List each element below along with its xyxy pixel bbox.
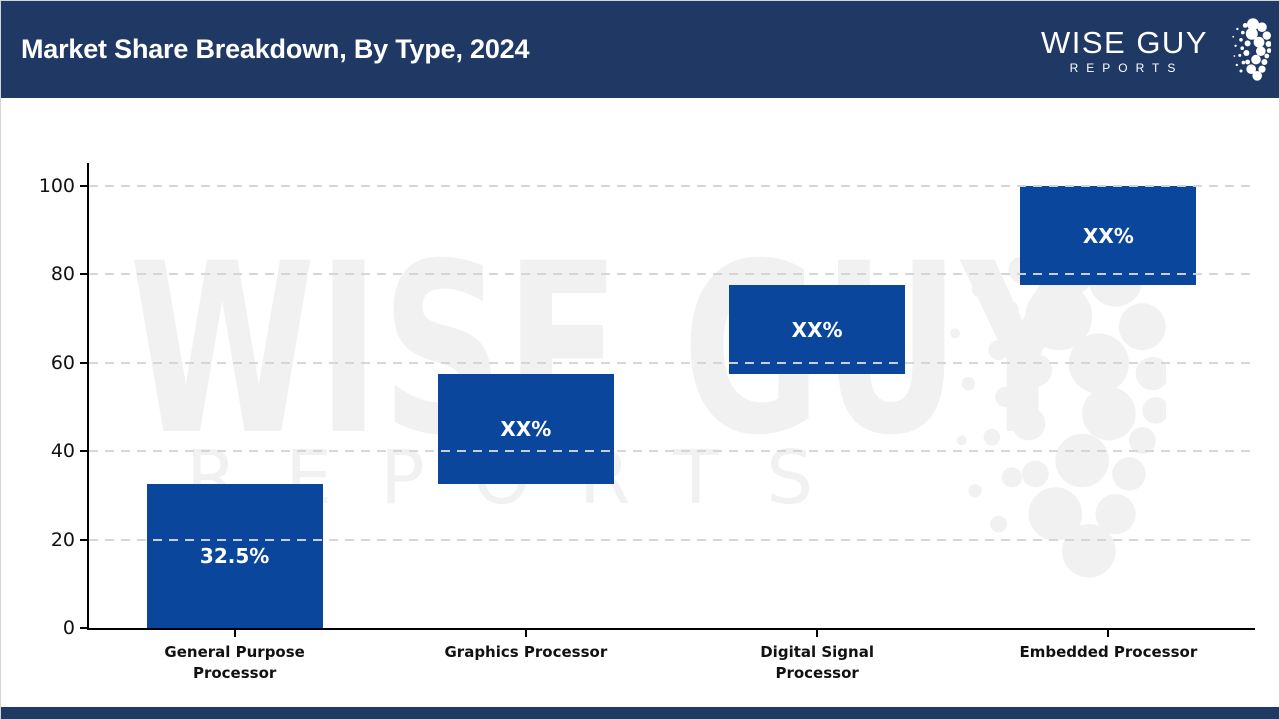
y-tick-mark: [80, 185, 88, 187]
waterfall-bar: XX%: [1020, 186, 1197, 286]
y-tick-mark: [80, 450, 88, 453]
gridline: [89, 185, 1254, 187]
waterfall-bar: 32.5%: [146, 484, 323, 628]
y-tick-label: 60: [50, 351, 75, 374]
category-label: Digital Signal Processor: [760, 643, 874, 682]
page-title: Market Share Breakdown, By Type, 2024: [21, 34, 530, 64]
gridline: [89, 361, 1254, 364]
gridline: [89, 450, 1254, 453]
wiseguy-logo: WISE GUY REPORTS: [1041, 7, 1271, 93]
x-tick-mark: [816, 630, 819, 637]
x-tick-mark: [1107, 630, 1110, 637]
y-tick-mark: [80, 361, 88, 364]
logo-head-icon: [1232, 18, 1271, 81]
y-axis-line: [87, 163, 89, 630]
waterfall-bar: XX%: [437, 373, 614, 485]
bar-value-label: 32.5%: [199, 544, 270, 569]
logo-wordmark: WISE GUY: [1040, 24, 1208, 60]
category-label: Graphics Processor: [444, 643, 608, 661]
waterfall-bar: XX%: [729, 285, 906, 374]
x-axis-line: [87, 628, 1255, 630]
y-tick-mark: [80, 273, 88, 276]
header-bar: Market Share Breakdown, By Type, 2024 WI…: [1, 1, 1279, 98]
category-label: General Purpose Processor: [164, 643, 305, 682]
y-tick-label: 100: [38, 175, 75, 197]
x-tick-mark: [233, 630, 236, 637]
gridline: [89, 538, 1254, 541]
y-tick-label: 80: [50, 263, 75, 286]
y-tick-label: 20: [50, 528, 75, 551]
footer-bar: [1, 707, 1279, 719]
category-label: Embedded Processor: [1019, 643, 1198, 661]
y-tick-mark: [80, 627, 88, 629]
y-tick-label: 40: [50, 440, 75, 463]
x-tick-mark: [524, 630, 527, 637]
bar-value-label: XX%: [791, 317, 843, 342]
logo-text: WISE GUY REPORTS: [1041, 27, 1208, 74]
gridline: [89, 273, 1254, 276]
bar-value-label: XX%: [1082, 223, 1134, 248]
bar-value-label: XX%: [500, 417, 552, 442]
logo-subtitle: REPORTS: [1069, 60, 1184, 75]
y-tick-label: 0: [62, 617, 75, 639]
y-tick-mark: [80, 538, 88, 541]
